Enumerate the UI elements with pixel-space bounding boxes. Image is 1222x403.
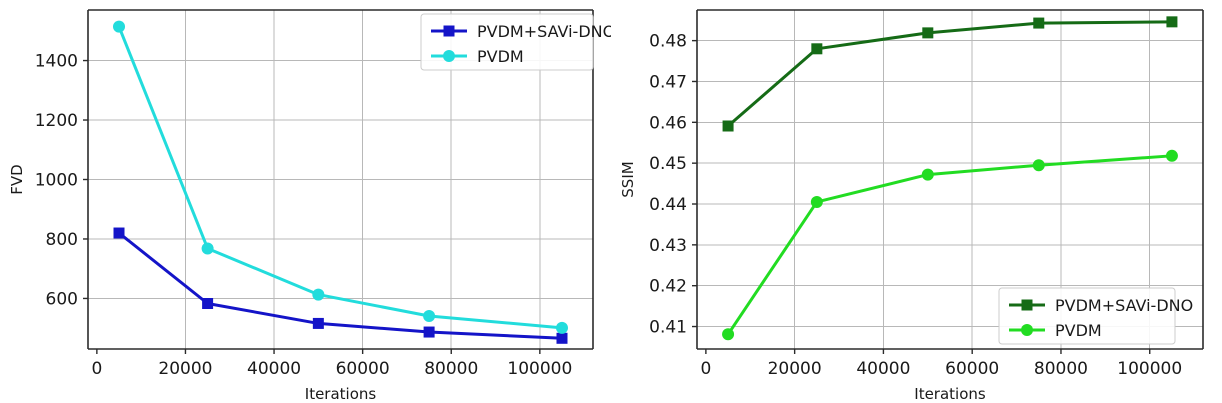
legend-entry[interactable]: PVDM+SAVi-DNO <box>1009 296 1193 315</box>
y-tick-label: 0.43 <box>649 236 687 256</box>
data-point-marker <box>201 242 214 255</box>
data-point-marker <box>1165 149 1178 162</box>
series-group <box>113 20 568 344</box>
y-tick-label: 0.44 <box>649 195 687 215</box>
gridlines <box>88 10 593 349</box>
data-point-marker <box>810 195 823 208</box>
data-point-marker <box>722 328 735 341</box>
data-point-marker <box>1166 16 1178 28</box>
x-axis-title: Iterations <box>914 385 986 403</box>
data-point-marker <box>555 321 568 334</box>
x-tick-label: 100000 <box>1117 359 1182 379</box>
data-series-1 <box>113 227 568 344</box>
data-point-marker <box>113 227 125 239</box>
x-tick-label: 80000 <box>424 359 478 379</box>
legend-entry-label: PVDM+SAVi-DNO <box>477 22 611 41</box>
axes <box>696 9 1204 350</box>
data-point-marker <box>312 317 324 329</box>
x-tick-label: 60000 <box>945 359 999 379</box>
data-series-1 <box>722 16 1178 132</box>
x-tick-label: 40000 <box>247 359 301 379</box>
x-tick-label: 60000 <box>336 359 390 379</box>
legend-entry-label: PVDM <box>1055 321 1102 340</box>
x-tick-label: 100000 <box>507 359 572 379</box>
data-point-marker <box>312 288 325 301</box>
y-tick-label: 0.41 <box>649 318 687 338</box>
x-tick-label: 80000 <box>1034 359 1088 379</box>
x-tick-label: 20000 <box>158 359 212 379</box>
chart-legend[interactable]: PVDM+SAVi-DNO PVDM <box>998 287 1193 345</box>
y-tick-label: 0.42 <box>649 277 687 297</box>
legend-entry[interactable]: PVDM <box>1009 321 1102 340</box>
x-axis-ticks: 0 20000 40000 60000 80000 100000 <box>91 349 572 379</box>
y-tick-label: 0.45 <box>649 154 687 174</box>
data-point-marker <box>922 27 934 39</box>
y-tick-label: 1400 <box>35 52 78 72</box>
fvd-chart-svg: 600 800 1000 1200 1400 0 20000 40000 60000 80000 1… <box>8 9 611 403</box>
ssim-chart-svg: 0.41 0.42 0.43 0.44 0.45 0.46 0.47 0.48 0 20000 40… <box>619 9 1204 403</box>
data-point-marker <box>1033 17 1045 29</box>
data-point-marker <box>811 43 823 55</box>
data-point-marker <box>722 120 734 132</box>
data-point-marker <box>1032 159 1045 172</box>
series-group <box>722 16 1178 341</box>
chart-legend[interactable]: PVDM+SAVi-DNO PVDM <box>420 13 611 71</box>
y-axis-title: FVD <box>8 164 26 194</box>
y-tick-label: 600 <box>46 289 78 309</box>
data-point-marker <box>113 20 126 33</box>
data-series-2 <box>113 20 568 334</box>
ssim-panel: 0.41 0.42 0.43 0.44 0.45 0.46 0.47 0.48 0 20000 40… <box>611 0 1222 403</box>
y-tick-label: 0.46 <box>649 113 687 133</box>
y-tick-label: 0.47 <box>649 72 687 92</box>
legend-entry-label: PVDM <box>477 47 524 66</box>
data-series-2 <box>722 149 1178 341</box>
y-tick-label: 1000 <box>35 171 78 191</box>
data-point-marker <box>423 309 436 322</box>
x-tick-label: 20000 <box>768 359 822 379</box>
legend-marker-circle <box>443 50 455 62</box>
legend-marker-circle <box>1021 324 1033 336</box>
x-tick-label: 0 <box>91 359 102 379</box>
x-axis-title: Iterations <box>305 385 377 403</box>
legend-marker-square <box>1021 299 1033 311</box>
x-axis-ticks: 0 20000 40000 60000 80000 100000 <box>700 349 1182 379</box>
legend-marker-square <box>443 25 455 37</box>
x-tick-label: 0 <box>700 359 711 379</box>
y-tick-label: 1200 <box>35 111 78 131</box>
y-axis-title: SSIM <box>619 161 637 197</box>
y-tick-label: 0.48 <box>649 32 687 52</box>
legend-entry[interactable]: PVDM+SAVi-DNO <box>431 22 611 41</box>
data-point-marker <box>202 298 214 310</box>
data-point-marker <box>921 168 934 181</box>
legend-entry-label: PVDM+SAVi-DNO <box>1055 296 1193 315</box>
legend-entry[interactable]: PVDM <box>431 47 524 66</box>
data-point-marker <box>423 326 435 338</box>
data-point-marker <box>556 332 568 344</box>
fvd-panel: 600 800 1000 1200 1400 0 20000 40000 60000 80000 1… <box>8 9 611 403</box>
y-axis-ticks: 600 800 1000 1200 1400 <box>35 52 88 309</box>
x-tick-label: 40000 <box>856 359 910 379</box>
y-tick-label: 800 <box>46 230 78 250</box>
y-axis-ticks: 0.41 0.42 0.43 0.44 0.45 0.46 0.47 0.48 <box>649 32 697 338</box>
